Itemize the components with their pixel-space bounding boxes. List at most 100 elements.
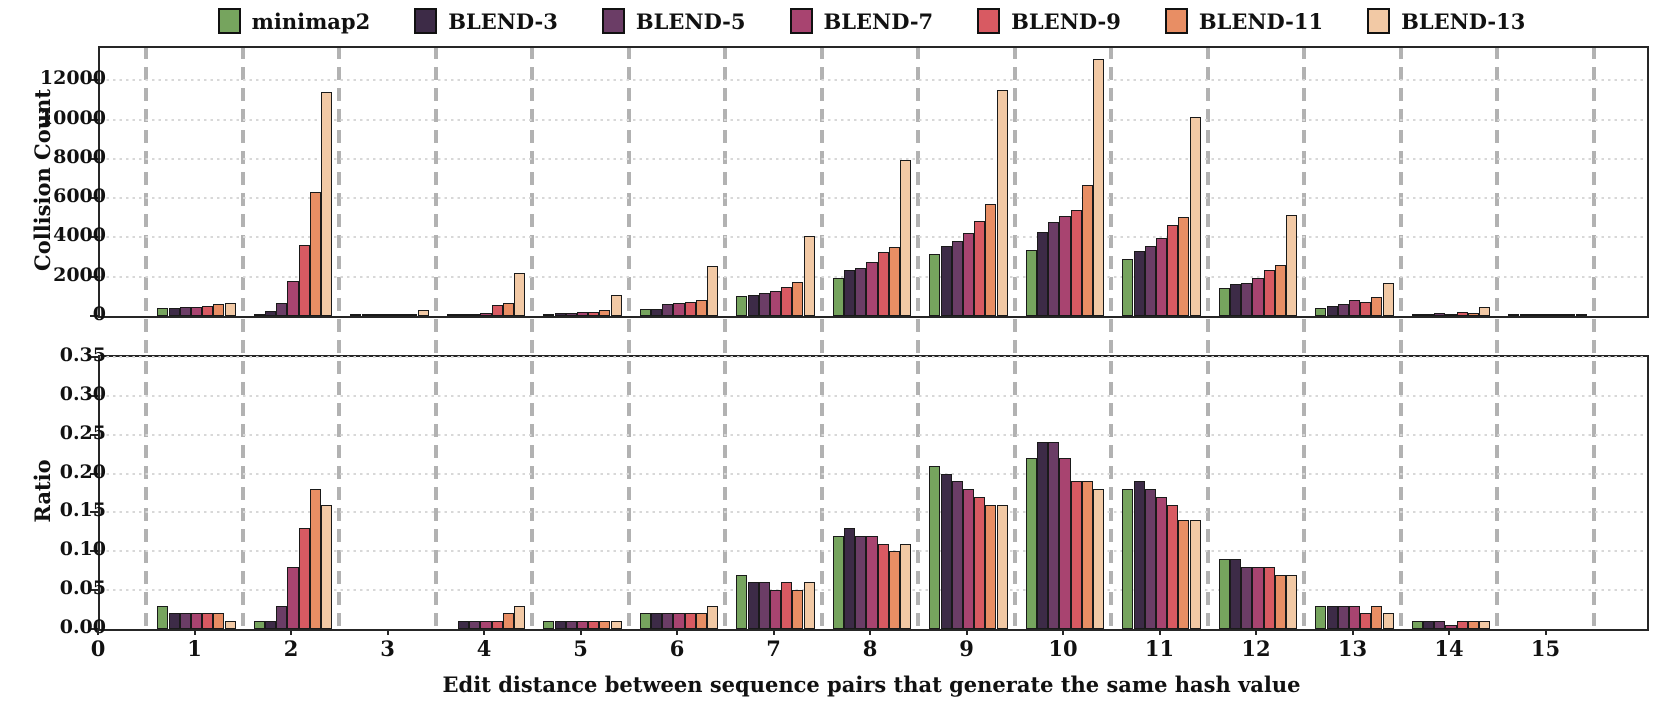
bar-minimap2-d14 (1411, 313, 1423, 316)
bar-BLEND-7-d7 (769, 290, 782, 316)
y-tick-label: 0.00 (59, 616, 106, 638)
x-tick-label: 8 (862, 636, 878, 661)
bar-BLEND-5-d8 (855, 535, 867, 629)
bar-BLEND-9-d15 (1553, 313, 1565, 316)
bar-BLEND-5-d12 (1241, 566, 1253, 629)
bar-BLEND-3-d5 (554, 313, 566, 316)
y-tick-label: 0.10 (59, 538, 106, 561)
y-tick (90, 628, 98, 630)
x-tick (1062, 629, 1064, 635)
y-tick-label: 10000 (39, 106, 106, 129)
bar-minimap2-d3 (350, 313, 362, 316)
bar-BLEND-11-d11 (1178, 217, 1190, 316)
y-tick (90, 589, 98, 592)
y-tick-label: 2000 (53, 263, 106, 286)
bar-BLEND-9-d5 (588, 621, 600, 629)
y-tick (90, 472, 98, 475)
bar-BLEND-3-d9 (940, 245, 952, 316)
bar-BLEND-7-d1 (190, 613, 203, 629)
bar-minimap2-d9 (929, 253, 941, 316)
bar-BLEND-13-d2 (321, 92, 333, 316)
bar-BLEND-9-d1 (202, 613, 214, 629)
bar-BLEND-11-d8 (888, 551, 900, 629)
bar-BLEND-13-d11 (1189, 520, 1201, 629)
bar-BLEND-9-d14 (1456, 621, 1468, 629)
bar-BLEND-9-d8 (877, 543, 889, 629)
bar-minimap2-d2 (253, 621, 265, 629)
bar-BLEND-9-d9 (974, 496, 986, 629)
bar-BLEND-7-d15 (1541, 313, 1554, 316)
bar-BLEND-13-d3 (417, 310, 429, 316)
legend-label: BLEND-7 (823, 8, 934, 34)
bar-BLEND-5-d7 (758, 582, 770, 629)
bar-BLEND-13-d7 (803, 582, 815, 629)
x-tick (579, 629, 582, 635)
bar-BLEND-7-d2 (287, 566, 299, 629)
y-tick-label: 0.35 (59, 344, 106, 366)
x-tick-label: 14 (1434, 636, 1464, 661)
h-gridline (100, 511, 1647, 514)
bar-BLEND-5-d7 (758, 293, 770, 316)
bar-BLEND-11-d13 (1371, 605, 1383, 629)
bar-BLEND-11-d11 (1178, 520, 1190, 629)
x-tick (1255, 629, 1257, 635)
bar-BLEND-9-d12 (1263, 269, 1275, 316)
bar-BLEND-3-d13 (1326, 306, 1338, 316)
bar-minimap2-d8 (832, 535, 844, 629)
bar-minimap2-d15 (1508, 313, 1520, 316)
bar-BLEND-13-d9 (996, 504, 1008, 629)
bar-minimap2-d7 (736, 574, 748, 629)
bar-BLEND-3-d2 (265, 311, 277, 316)
legend-label: BLEND-3 (448, 8, 558, 34)
bar-BLEND-5-d10 (1048, 442, 1060, 629)
bar-BLEND-13-d11 (1189, 116, 1201, 316)
bar-BLEND-5-d15 (1530, 313, 1542, 316)
bar-minimap2-d13 (1315, 605, 1327, 629)
x-tick-label: 10 (1048, 636, 1078, 661)
bar-BLEND-11-d8 (888, 247, 900, 316)
bar-BLEND-9-d12 (1263, 566, 1275, 629)
bar-BLEND-11-d2 (309, 489, 321, 629)
bar-BLEND-11-d5 (599, 310, 611, 316)
bar-minimap2-d1 (157, 308, 169, 316)
bar-BLEND-11-d9 (985, 504, 997, 629)
bar-minimap2-d5 (543, 313, 555, 316)
y-tick (90, 433, 98, 436)
bar-BLEND-3-d4 (458, 621, 470, 629)
y-tick (90, 550, 98, 553)
bar-minimap2-d4 (446, 313, 458, 316)
bar-BLEND-3-d2 (265, 621, 277, 629)
x-tick (1448, 629, 1450, 635)
legend-item-BLEND-9: BLEND-9 (977, 8, 1121, 34)
x-tick-label: 5 (573, 636, 588, 661)
bar-BLEND-5-d1 (179, 613, 191, 629)
x-tick (965, 629, 968, 635)
x-tick (676, 629, 678, 635)
bar-minimap2-d10 (1025, 250, 1037, 316)
bar-BLEND-5-d13 (1337, 304, 1349, 316)
bar-minimap2-d1 (157, 605, 169, 629)
bar-minimap2-d6 (639, 309, 651, 316)
bar-BLEND-9-d2 (298, 245, 310, 316)
legend-swatch-icon (1367, 8, 1391, 34)
x-tick-label: 12 (1241, 636, 1271, 661)
y-tick-label: 0.25 (59, 421, 106, 444)
legend-label: BLEND-5 (635, 8, 746, 34)
h-gridline (100, 79, 1647, 82)
bar-BLEND-7-d6 (673, 613, 685, 629)
bar-BLEND-11-d2 (309, 192, 321, 316)
bar-BLEND-9-d7 (781, 287, 793, 316)
bar-BLEND-11-d3 (406, 313, 418, 316)
bar-BLEND-13-d5 (610, 621, 622, 629)
bar-BLEND-3-d11 (1133, 250, 1145, 316)
bar-BLEND-11-d13 (1371, 297, 1383, 316)
bar-BLEND-7-d10 (1059, 458, 1071, 629)
bar-BLEND-5-d5 (565, 621, 577, 629)
bar-BLEND-11-d12 (1274, 265, 1286, 316)
bar-BLEND-7-d9 (962, 489, 975, 629)
bar-minimap2-d10 (1025, 458, 1037, 629)
x-tick (193, 629, 196, 635)
bar-BLEND-13-d4 (514, 272, 526, 316)
bar-BLEND-3-d6 (651, 308, 663, 316)
